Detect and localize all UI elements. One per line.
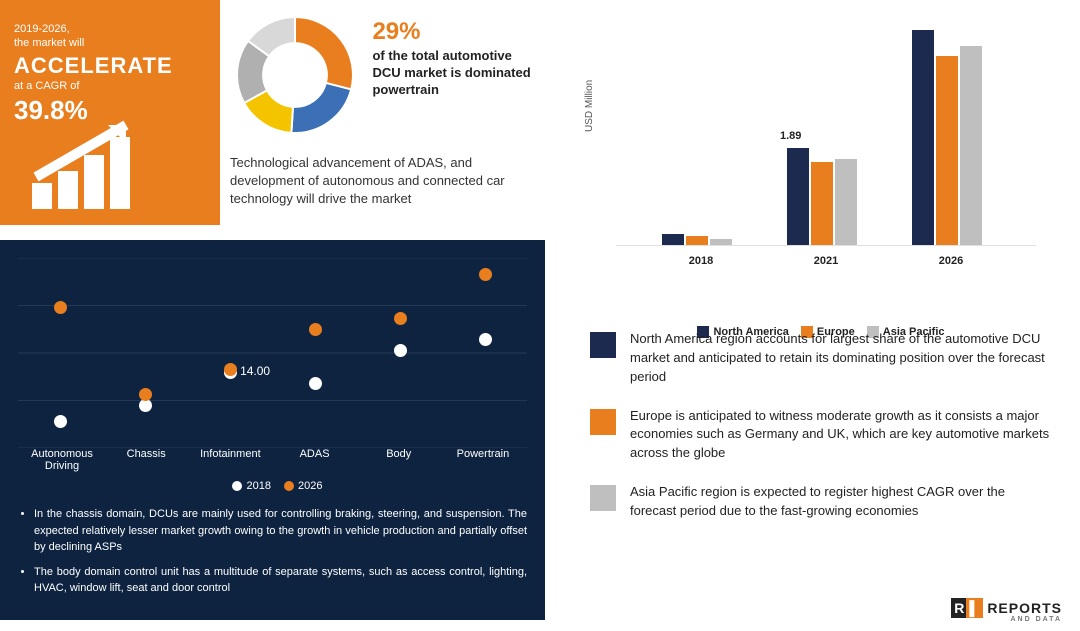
- bar-annotation: 1.89: [780, 130, 801, 142]
- scatter-point: [309, 377, 322, 390]
- bar-group-label: 2018: [661, 255, 741, 267]
- growth-chart-icon: [30, 119, 180, 211]
- insight-text: Europe is anticipated to witness moderat…: [630, 407, 1050, 464]
- scatter-panel: 14.00 Autonomous DrivingChassisInfotainm…: [0, 240, 545, 620]
- logo-brand: REPORTS: [987, 600, 1062, 616]
- barchart-plot: 2018 2021 2026 1.89: [616, 16, 1036, 246]
- bar-group: 2026: [911, 30, 991, 245]
- insight-text: Asia Pacific region is expected to regis…: [630, 483, 1050, 521]
- bar: [960, 46, 982, 245]
- scatter-point: [394, 312, 407, 325]
- region-barchart: USD Million 2018202120261.89 North Ameri…: [590, 12, 1040, 292]
- scatter-xlabel: Body: [359, 448, 439, 472]
- scatter-xlabel: Powertrain: [443, 448, 523, 472]
- scatter-bullet: In the chassis domain, DCUs are mainly u…: [34, 506, 527, 556]
- bar: [787, 148, 809, 245]
- period-text: 2019-2026,: [14, 22, 206, 36]
- insight-text: North America region accounts for larges…: [630, 330, 1050, 387]
- bar: [835, 159, 857, 245]
- cagr-highlight-panel: 2019-2026, the market will ACCELERATE at…: [0, 0, 220, 225]
- insight-row: North America region accounts for larges…: [590, 330, 1050, 387]
- bar-group-label: 2026: [911, 255, 991, 267]
- market-share-donut: [230, 10, 360, 140]
- donut-subtext: Technological advancement of ADAS, and d…: [230, 154, 540, 209]
- insight-row: Asia Pacific region is expected to regis…: [590, 483, 1050, 521]
- logo-d-icon: ▌: [966, 598, 983, 618]
- insight-row: Europe is anticipated to witness moderat…: [590, 407, 1050, 464]
- bar-group: 2021: [786, 148, 866, 245]
- scatter-x-labels: Autonomous DrivingChassisInfotainmentADA…: [18, 448, 527, 472]
- insight-color-box: [590, 332, 616, 358]
- bar: [662, 234, 684, 245]
- region-insights: North America region accounts for larges…: [590, 330, 1050, 541]
- brand-logo: R▌REPORTS AND DATA: [951, 598, 1062, 623]
- insight-color-box: [590, 409, 616, 435]
- bar: [710, 239, 732, 245]
- bar: [811, 162, 833, 245]
- scatter-plot: 14.00: [18, 258, 527, 448]
- legend-dot-2026: [284, 481, 294, 491]
- donut-percent: 29%: [372, 18, 532, 46]
- bar-group-label: 2021: [786, 255, 866, 267]
- legend-label-2026: 2026: [298, 480, 322, 492]
- scatter-point: [479, 268, 492, 281]
- scatter-xlabel: Chassis: [106, 448, 186, 472]
- legend-label-2018: 2018: [246, 480, 270, 492]
- scatter-xlabel: Infotainment: [190, 448, 270, 472]
- cagr-prefix: at a CAGR of: [14, 79, 206, 93]
- scatter-xlabel: ADAS: [275, 448, 355, 472]
- scatter-legend: 2018 2026: [18, 480, 527, 492]
- scatter-point: [139, 388, 152, 401]
- accelerate-word: ACCELERATE: [14, 53, 206, 79]
- bar-group: 2018: [661, 227, 741, 245]
- legend-dot-2018: [232, 481, 242, 491]
- insight-color-box: [590, 485, 616, 511]
- donut-section: 29% of the total automotive DCU market i…: [230, 10, 545, 209]
- market-will-text: the market will: [14, 36, 206, 50]
- barchart-ylabel: USD Million: [584, 80, 595, 132]
- bar: [912, 30, 934, 245]
- scatter-point: [479, 333, 492, 346]
- bar: [686, 236, 708, 245]
- scatter-xlabel: Autonomous Driving: [22, 448, 102, 472]
- scatter-point: [309, 323, 322, 336]
- scatter-point: [394, 344, 407, 357]
- scatter-bullet: The body domain control unit has a multi…: [34, 564, 527, 597]
- scatter-annotation: 14.00: [240, 364, 270, 378]
- bar: [936, 56, 958, 245]
- donut-label: of the total automotive DCU market is do…: [372, 48, 532, 99]
- scatter-bullets: In the chassis domain, DCUs are mainly u…: [18, 506, 527, 597]
